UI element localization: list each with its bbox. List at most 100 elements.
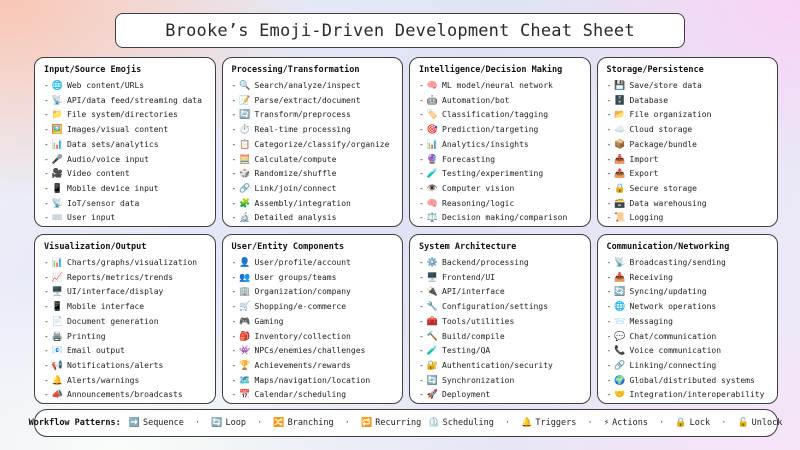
- item-label: Package/bundle: [629, 139, 697, 149]
- game-die-icon: 🎲: [239, 169, 251, 180]
- list-item: - 🧪 Testing/experimenting: [419, 167, 582, 182]
- dash-bullet: -: [44, 346, 49, 356]
- list-item: - 📊 Charts/graphs/visualization: [44, 256, 207, 271]
- item-label: Decision making/comparison: [442, 213, 568, 223]
- item-label: Voice communication: [629, 346, 722, 356]
- list-item: - 🖨️ Printing: [44, 330, 207, 345]
- item-label: Logging: [629, 213, 664, 223]
- robot-icon: 🤖: [426, 95, 439, 106]
- dash-bullet: -: [44, 375, 49, 385]
- item-label: Chat/communication: [629, 331, 717, 341]
- locked-with-key-icon: 🔐: [426, 360, 439, 371]
- list-item: - 🔍 Search/analyze/inspect: [232, 79, 395, 94]
- item-label: Secure storage: [629, 183, 697, 193]
- item-label: ML model/neural network: [442, 81, 553, 90]
- item-label: Authentication/security: [442, 360, 553, 370]
- item-label: Messaging: [629, 316, 673, 326]
- separator-dot: ·: [504, 418, 511, 428]
- eye-icon: 👁️: [426, 183, 439, 194]
- dash-bullet: -: [606, 139, 612, 149]
- dash-bullet: -: [606, 183, 612, 193]
- list-item: - 🗃️ Data warehousing: [607, 197, 770, 212]
- list-item: - 📦 Package/bundle: [607, 138, 770, 153]
- list-item: - 🚀 Deployment: [419, 388, 582, 403]
- dash-bullet: -: [606, 213, 612, 223]
- list-item: - 👾 NPCs/enemies/challenges: [232, 344, 395, 359]
- brain-icon: 🧠: [426, 198, 439, 209]
- item-label: Export: [629, 169, 659, 179]
- list-item: - 🔬 Detailed analysis: [232, 211, 395, 226]
- workflow-item: 🔁 Recurring: [361, 418, 421, 428]
- item-label: Parse/extract/document: [254, 95, 361, 105]
- dash-bullet: -: [44, 81, 49, 90]
- item-label: Data warehousing: [629, 198, 707, 208]
- separator-dot: ·: [257, 418, 263, 428]
- list-item: - ⚙️ Backend/processing: [419, 256, 582, 271]
- item-label: Integration/interoperability: [629, 390, 765, 400]
- list-item: - 🤖 Automation/bot: [419, 94, 582, 109]
- item-label: Testing/QA: [442, 346, 491, 356]
- dash-bullet: -: [606, 346, 612, 356]
- page-title: Brooke’s Emoji-Driven Development Cheat …: [165, 20, 635, 41]
- dash-bullet: -: [606, 287, 612, 297]
- item-label: Save/store data: [629, 81, 702, 90]
- panel-title: Storage/Persistence: [606, 65, 704, 75]
- item-label: Achievements/rewards: [254, 360, 351, 370]
- dash-bullet: -: [44, 139, 49, 149]
- list-item: - 👤 User/profile/account: [232, 256, 395, 271]
- dash-bullet: -: [606, 258, 612, 267]
- item-label: Categorize/classify/organize: [254, 139, 390, 149]
- list-item: - 🔒 Secure storage: [607, 182, 770, 197]
- panel-title: User/Entity Components: [231, 242, 345, 252]
- dash-bullet: -: [231, 360, 237, 370]
- panel-item-list: - 📡 Broadcasting/sending - 📥 Receiving - 🔄 Syn…: [607, 256, 770, 403]
- email-icon: 📧: [51, 346, 64, 357]
- open-file-folder-icon: 📂: [614, 110, 626, 121]
- dash-bullet: -: [606, 110, 612, 120]
- list-item: - 🎲 Randomize/shuffle: [232, 167, 395, 182]
- list-item: - 🧠 ML model/neural network: [419, 79, 582, 94]
- package-icon: 📦: [614, 139, 626, 150]
- desktop-computer-icon: 🖥️: [51, 287, 64, 298]
- list-item: - 🔮 Forecasting: [419, 153, 582, 168]
- rocket-icon: 🚀: [426, 390, 439, 401]
- list-item: - 💬 Chat/communication: [607, 330, 770, 345]
- workflow-item: 🔀 Branching: [273, 418, 333, 428]
- printer-icon: 🖨️: [51, 331, 64, 342]
- list-item: - 🛒 Shopping/e-commerce: [232, 300, 395, 315]
- workflow-item-label: Scheduling: [442, 418, 494, 428]
- dash-bullet: -: [606, 95, 612, 105]
- dash-bullet: -: [419, 316, 424, 326]
- dash-bullet: -: [231, 154, 237, 164]
- dash-bullet: -: [419, 287, 424, 297]
- item-label: User input: [67, 213, 116, 223]
- dash-bullet: -: [419, 198, 424, 208]
- dash-bullet: -: [419, 258, 424, 267]
- panel-system-architecture: System Architecture - ⚙️ Backend/processin…: [409, 234, 591, 404]
- item-label: Printing: [67, 331, 106, 341]
- globe-icon: 🌐: [51, 81, 64, 91]
- list-item: - 🔌 API/interface: [419, 285, 582, 300]
- file-cabinet-icon: 🗄️: [614, 95, 626, 106]
- list-item: - 🔄 Transform/preprocess: [232, 108, 395, 123]
- separator-dot: ·: [587, 418, 593, 428]
- item-label: Announcements/broadcasts: [67, 390, 183, 400]
- dash-bullet: -: [44, 258, 49, 267]
- panel-communication-networking: Communication/Networking - 📡 Broadcasting/…: [596, 234, 778, 404]
- item-label: Organization/company: [254, 287, 351, 297]
- panel-title: Intelligence/Decision Making: [419, 65, 563, 75]
- arrow-right-icon: ➡️: [128, 418, 140, 428]
- dash-bullet: -: [44, 272, 49, 282]
- list-item: - 📁 File system/directories: [44, 108, 207, 123]
- list-item: - 🔧 Configuration/settings: [419, 300, 582, 315]
- counterclockwise-arrows-icon: 🔄: [426, 375, 439, 386]
- dash-bullet: -: [419, 125, 424, 135]
- microscope-icon: 🔬: [239, 213, 251, 224]
- list-item: - 🌐 Network operations: [607, 300, 770, 315]
- dash-bullet: -: [231, 287, 237, 297]
- item-label: Shopping/e-commerce: [254, 302, 347, 312]
- workflow-item-label: Recurring: [375, 418, 422, 428]
- list-item: - 🗄️ Database: [607, 94, 770, 109]
- desktop-computer-icon: 🖥️: [426, 272, 439, 283]
- list-item: - 🏢 Organization/company: [232, 285, 395, 300]
